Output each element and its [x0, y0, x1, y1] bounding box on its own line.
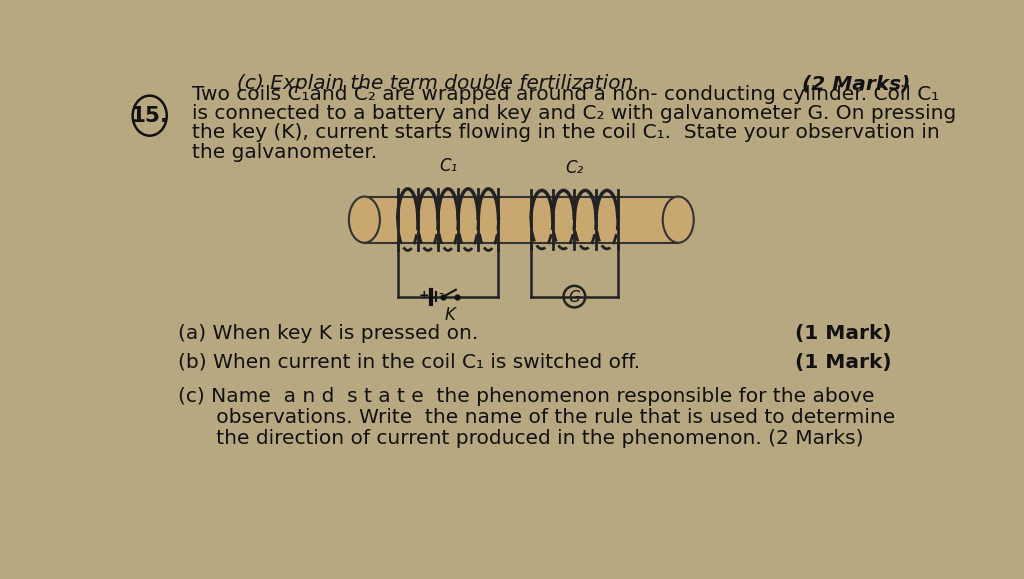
Text: (2 Marks): (2 Marks) [803, 74, 910, 93]
Text: (c) Explain the term double fertilization.: (c) Explain the term double fertilizatio… [237, 74, 639, 93]
Text: -: - [438, 288, 443, 302]
Ellipse shape [349, 196, 380, 243]
Text: (1 Mark): (1 Mark) [795, 324, 891, 343]
Text: is connected to a battery and key and C₂ with galvanometer G. On pressing: is connected to a battery and key and C₂… [191, 104, 955, 123]
Ellipse shape [663, 196, 693, 243]
Text: 15.: 15. [131, 106, 169, 126]
Text: (a) When key K is pressed on.: (a) When key K is pressed on. [178, 324, 478, 343]
Text: the direction of current produced in the phenomenon. (2 Marks): the direction of current produced in the… [178, 429, 864, 448]
Text: C₁: C₁ [439, 157, 457, 175]
Text: observations. Write  the name of the rule that is used to determine: observations. Write the name of the rule… [178, 408, 896, 427]
Text: the galvanometer.: the galvanometer. [191, 142, 377, 162]
Text: Two coils C₁and C₂ are wrapped around a non- conducting cylinder. Coil C₁: Two coils C₁and C₂ are wrapped around a … [191, 85, 939, 104]
Text: the key (K), current starts flowing in the coil C₁.  State your observation in: the key (K), current starts flowing in t… [191, 123, 939, 142]
Text: (b) When current in the coil C₁ is switched off.: (b) When current in the coil C₁ is switc… [178, 353, 640, 372]
Text: +: + [419, 288, 429, 302]
Text: (1 Mark): (1 Mark) [795, 353, 891, 372]
Bar [365, 196, 678, 243]
Text: K: K [444, 306, 455, 324]
Text: (c) Name  a n d  s t a t e  the phenomenon responsible for the above: (c) Name a n d s t a t e the phenomenon … [178, 387, 874, 406]
Text: C₂: C₂ [565, 159, 584, 177]
Text: G: G [568, 290, 581, 305]
